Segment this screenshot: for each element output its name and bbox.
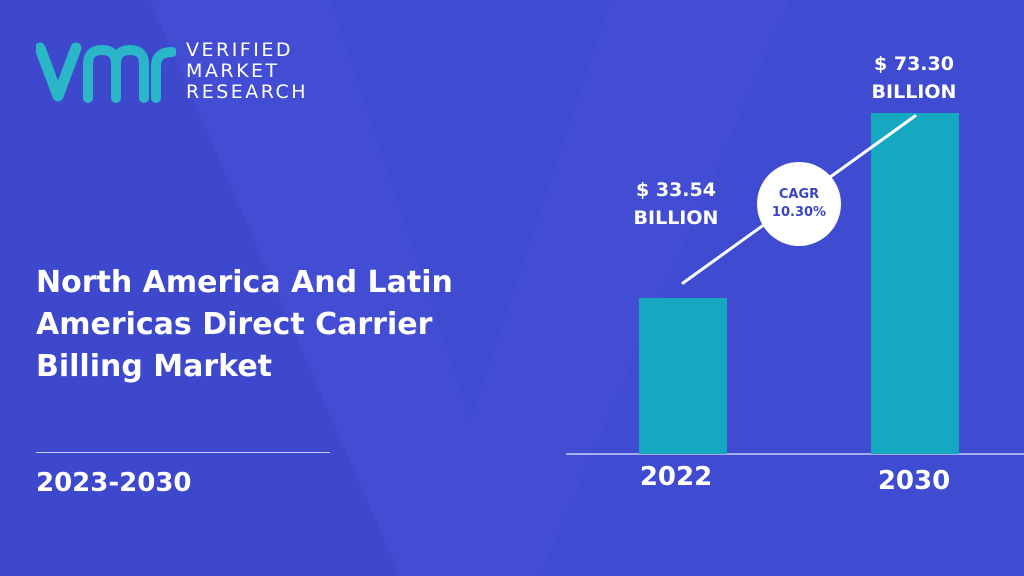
bars-group	[639, 113, 959, 454]
cagr-value: 10.30%	[771, 205, 827, 220]
data-label-value: $ 33.54	[636, 179, 716, 201]
data-label-unit: BILLION	[633, 207, 719, 229]
brand-line-2: MARKET	[186, 60, 280, 82]
bar-2030	[871, 113, 959, 454]
bar-2022	[639, 297, 727, 454]
cagr-label: CAGR	[778, 187, 820, 202]
x-tick-label-2022: 2022	[639, 462, 713, 492]
data-label-2030: $ 73.30 BILLION	[839, 50, 989, 106]
brand-logo: VERIFIED MARKET RESEARCH	[36, 38, 326, 108]
brand-line-1: VERIFIED	[186, 39, 293, 61]
title-divider	[36, 452, 330, 453]
data-label-value: $ 73.30	[874, 53, 954, 75]
data-label-unit: BILLION	[871, 81, 957, 103]
data-label-2022: $ 33.54 BILLION	[601, 176, 751, 232]
forecast-period: 2023-2030	[36, 468, 192, 498]
vmr-logo-icon	[36, 42, 176, 103]
cagr-badge: CAGR 10.30%	[757, 162, 841, 246]
page-title: North America And Latin Americas Direct …	[36, 265, 453, 384]
brand-line-3: RESEARCH	[186, 81, 309, 103]
brand-name: VERIFIED MARKET RESEARCH	[186, 40, 308, 103]
x-tick-label-2030: 2030	[877, 466, 951, 496]
